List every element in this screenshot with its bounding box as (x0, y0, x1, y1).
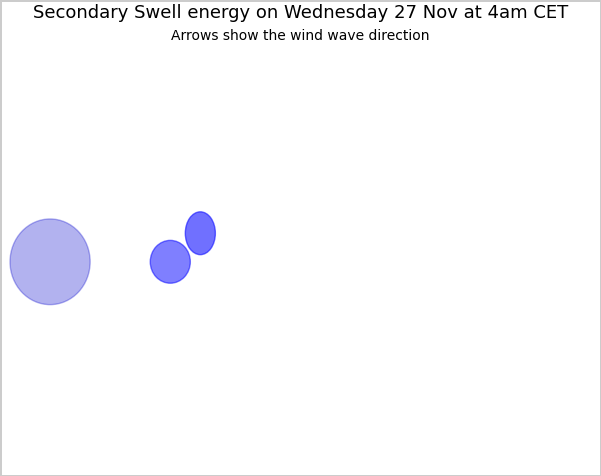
Text: Arrows show the wind wave direction: Arrows show the wind wave direction (171, 29, 430, 43)
Ellipse shape (150, 240, 191, 283)
Text: Secondary Swell energy on Wednesday 27 Nov at 4am CET: Secondary Swell energy on Wednesday 27 N… (33, 4, 568, 22)
Ellipse shape (10, 219, 90, 305)
Ellipse shape (185, 212, 215, 255)
